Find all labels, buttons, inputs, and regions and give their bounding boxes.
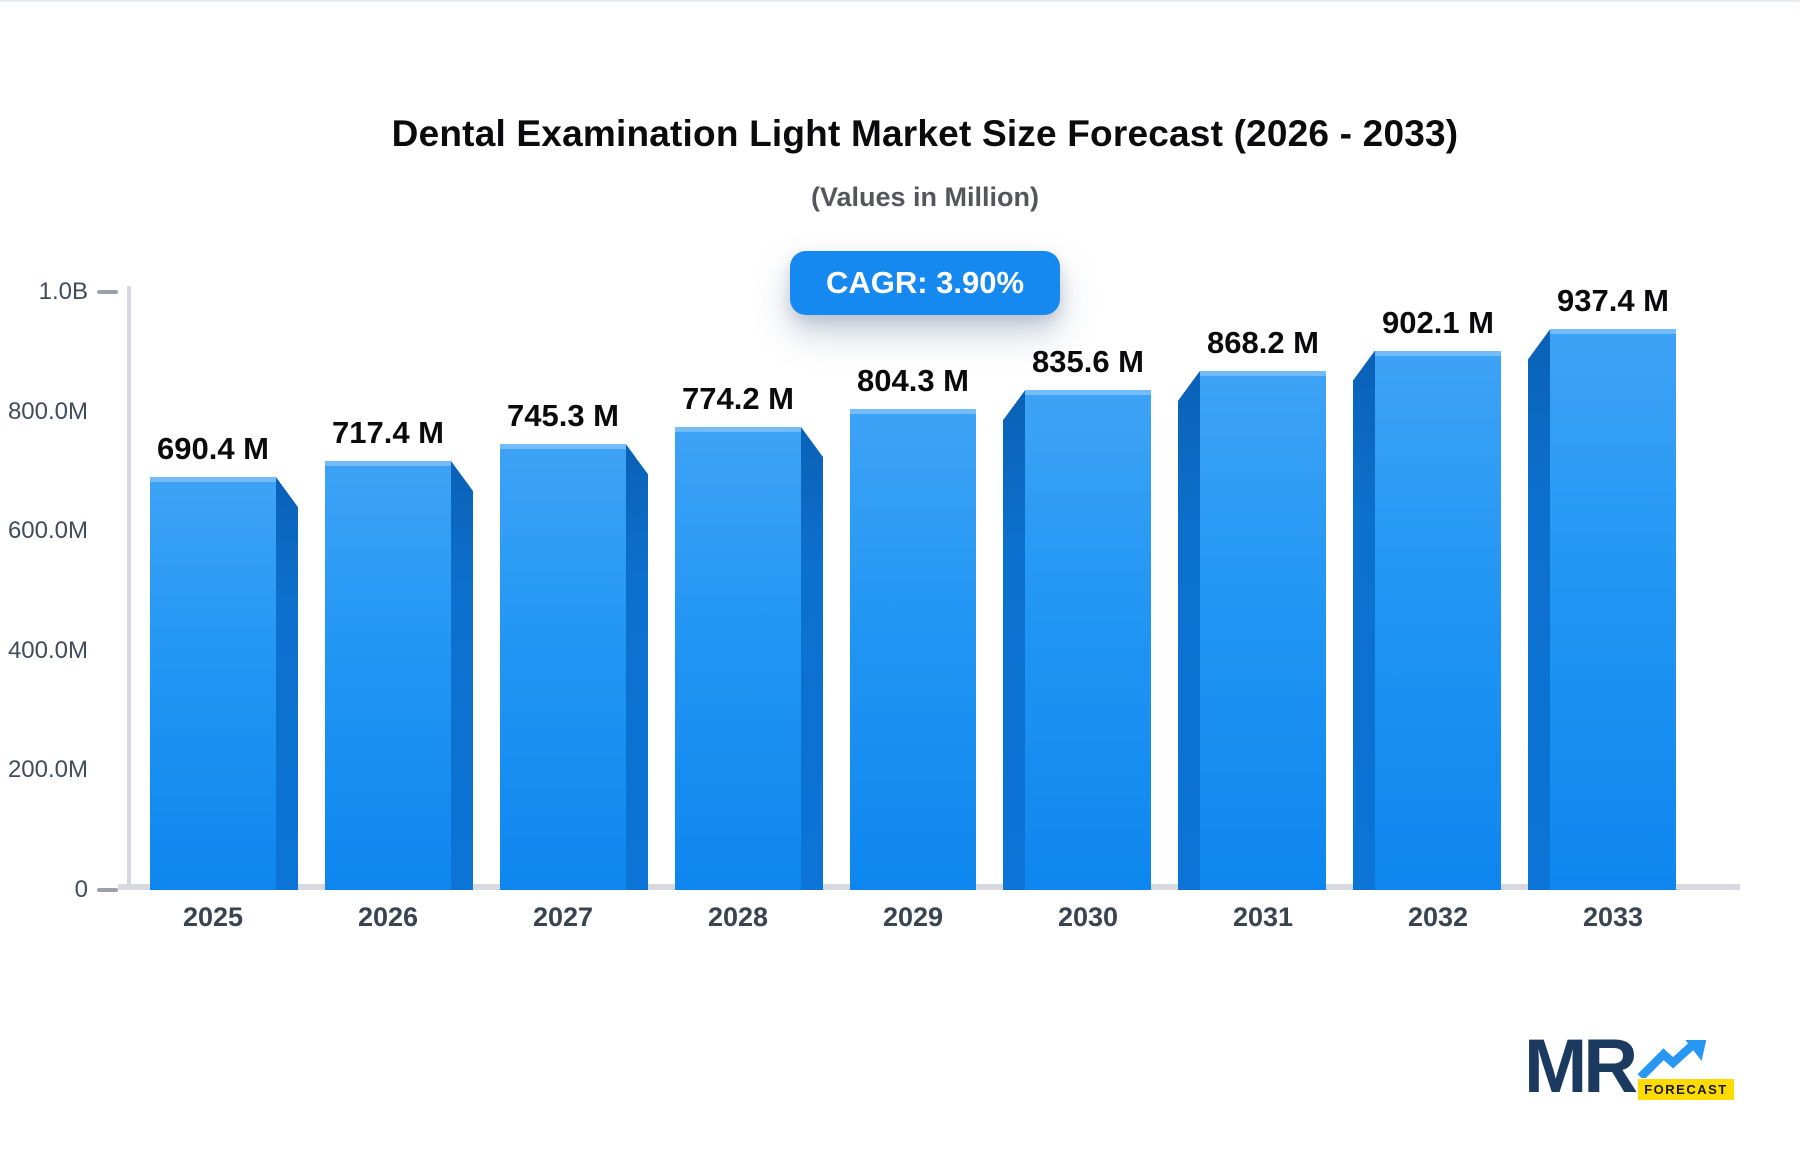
y-tick-label: 600.0M [7,517,88,545]
bar-side-2031 [1178,370,1200,890]
y-tick-dash [97,290,118,294]
bar-value-label: 745.3 M [506,398,619,434]
logo-mr-text: MR [1524,1024,1638,1109]
bar-side-2025 [276,477,298,890]
bar-value-label: 804.3 M [856,363,969,399]
logo-forecast-tag: FORECAST [1638,1079,1734,1100]
trend-arrow-icon [1638,1040,1707,1078]
bar-value-label: 902.1 M [1381,304,1494,340]
bar-side-2027 [626,444,648,890]
bar-2033 [1550,329,1676,890]
bar-2025 [150,477,276,890]
bar-2029 [850,409,976,890]
y-tick-label: 0 [74,876,88,903]
x-tick-label: 2026 [357,902,419,932]
y-tick-label: 200.0M [7,756,88,784]
x-tick-label: 2027 [532,902,594,932]
bar-value-label: 690.4 M [156,431,269,467]
x-tick-label: 2033 [1582,902,1644,932]
bar-2028 [675,427,801,890]
cagr-badge-row: CAGR: 3.90% [50,251,1800,315]
bar-2027 [500,444,626,890]
bar-side-2028 [801,427,823,890]
x-tick-label: 2030 [1057,902,1119,932]
bar-side-2033 [1528,329,1550,890]
bar-side-2032 [1353,350,1375,890]
y-axis-line [127,286,131,890]
frame-top-edge [0,0,1800,2]
x-tick-label: 2029 [882,902,944,932]
page-subtitle: (Values in Million) [810,182,1040,212]
x-tick-label: 2025 [182,902,244,932]
bar-value-label: 835.6 M [1031,344,1144,380]
bar-value-label: 868.2 M [1206,324,1319,360]
cagr-badge: CAGR: 3.90% [789,251,1061,315]
bar-2032 [1375,350,1501,890]
y-tick-label: 1.0B [38,278,88,305]
bar-2031 [1200,370,1326,890]
x-tick-label: 2028 [707,902,769,932]
y-tick-dash [97,888,118,892]
page-title: Dental Examination Light Market Size For… [391,113,1459,154]
bar-value-label: 937.4 M [1556,283,1669,319]
x-tick-label: 2032 [1407,902,1469,932]
y-tick-label: 800.0M [7,397,88,425]
bar-2030 [1025,390,1151,890]
x-tick-label: 2031 [1232,902,1294,932]
logo: MR FORECAST [1524,1024,1734,1109]
bar-side-2026 [451,460,473,890]
logo-right-block: FORECAST [1638,1040,1734,1100]
bar-value-label: 717.4 M [331,414,444,450]
y-tick-label: 400.0M [7,636,88,664]
bar-2026 [325,460,451,890]
bar-value-label: 774.2 M [681,381,794,417]
bar-side-2030 [1003,390,1025,890]
